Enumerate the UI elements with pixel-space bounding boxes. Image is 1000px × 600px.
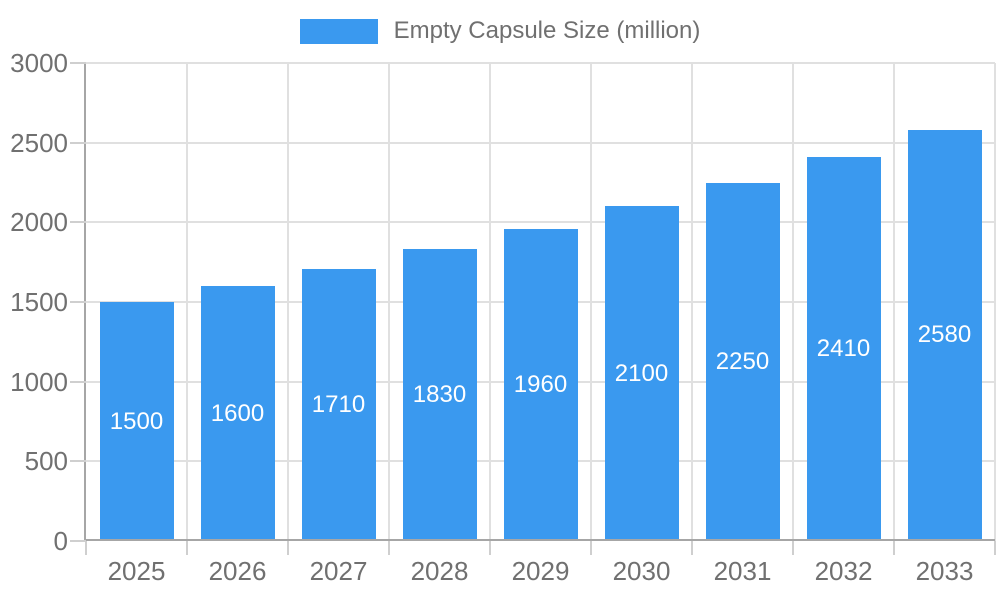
y-axis-label: 2500 (10, 127, 68, 158)
bar-value-label: 1960 (513, 370, 568, 398)
y-axis-tick (70, 460, 86, 463)
gridline-h (86, 141, 995, 144)
x-axis-label: 2030 (612, 556, 671, 586)
bar-value-label: 1600 (210, 399, 265, 427)
x-axis-tick (388, 541, 390, 555)
legend[interactable]: Empty Capsule Size (million) (0, 17, 1000, 45)
plot-area: 1500 1600 1710 1830 1960 2100 2250 2410 2580 (86, 62, 996, 541)
gridline-v (691, 63, 693, 541)
x-axis-tick (792, 541, 794, 555)
bar-2027[interactable]: 1710 (301, 268, 376, 541)
bar-value-label: 1830 (412, 381, 467, 409)
gridline-v (186, 63, 188, 541)
legend-label: Empty Capsule Size (million) (393, 17, 701, 44)
y-axis-tick (70, 62, 86, 64)
bar-value-label: 1710 (311, 390, 366, 418)
gridline-v (994, 63, 996, 541)
x-axis-tick (994, 541, 996, 555)
x-axis-tick (186, 541, 188, 555)
bar-value-label: 2410 (816, 335, 871, 362)
legend-swatch (299, 18, 378, 44)
y-axis-label: 3000 (10, 48, 68, 78)
gridline-h (86, 221, 995, 224)
bar-2033[interactable]: 2580 (907, 129, 982, 541)
y-axis-tick (70, 540, 86, 542)
bar-value-label: 1500 (109, 407, 164, 435)
y-axis-tick (70, 301, 86, 303)
y-axis-label: 0 (53, 526, 68, 556)
y-axis-label: 500 (24, 446, 68, 477)
x-axis-label: 2033 (915, 556, 974, 586)
y-axis-label: 1000 (10, 366, 68, 397)
x-axis-label: 2031 (713, 556, 772, 586)
bar-value-label: 2250 (715, 347, 770, 375)
gridline-h (86, 62, 995, 64)
bar-value-label: 2580 (917, 321, 972, 349)
gridline-v (489, 63, 491, 541)
bar-2031[interactable]: 2250 (705, 182, 780, 541)
gridline-v (590, 63, 592, 541)
x-axis-label: 2027 (309, 556, 368, 586)
x-axis-label: 2032 (814, 556, 873, 586)
bar-2026[interactable]: 1600 (200, 286, 275, 541)
bar-2029[interactable]: 1960 (503, 228, 578, 541)
gridline-v (287, 63, 289, 541)
gridline-v (893, 63, 895, 541)
y-axis-tick (70, 141, 86, 144)
x-axis-label: 2029 (511, 556, 570, 586)
bar-2032[interactable]: 2410 (806, 157, 881, 541)
x-axis-tick (85, 541, 87, 555)
x-axis-tick (287, 541, 289, 555)
gridline-v (792, 63, 794, 541)
y-axis-label: 2000 (10, 207, 68, 238)
bar-2030[interactable]: 2100 (604, 206, 679, 541)
x-axis-label: 2028 (410, 556, 469, 586)
y-axis-tick (70, 221, 86, 224)
bar-2028[interactable]: 1830 (402, 249, 477, 541)
bar-2025[interactable]: 1500 (99, 302, 174, 541)
x-axis-label: 2025 (107, 556, 166, 586)
x-axis-tick (590, 541, 592, 555)
x-axis-tick (489, 541, 491, 555)
y-axis-label: 1500 (10, 287, 68, 317)
gridline-v (388, 63, 390, 541)
y-axis-tick (70, 380, 86, 383)
bar-value-label: 2100 (614, 359, 669, 387)
x-axis-tick (893, 541, 895, 555)
x-axis-label: 2026 (208, 556, 267, 586)
x-axis-tick (691, 541, 693, 555)
